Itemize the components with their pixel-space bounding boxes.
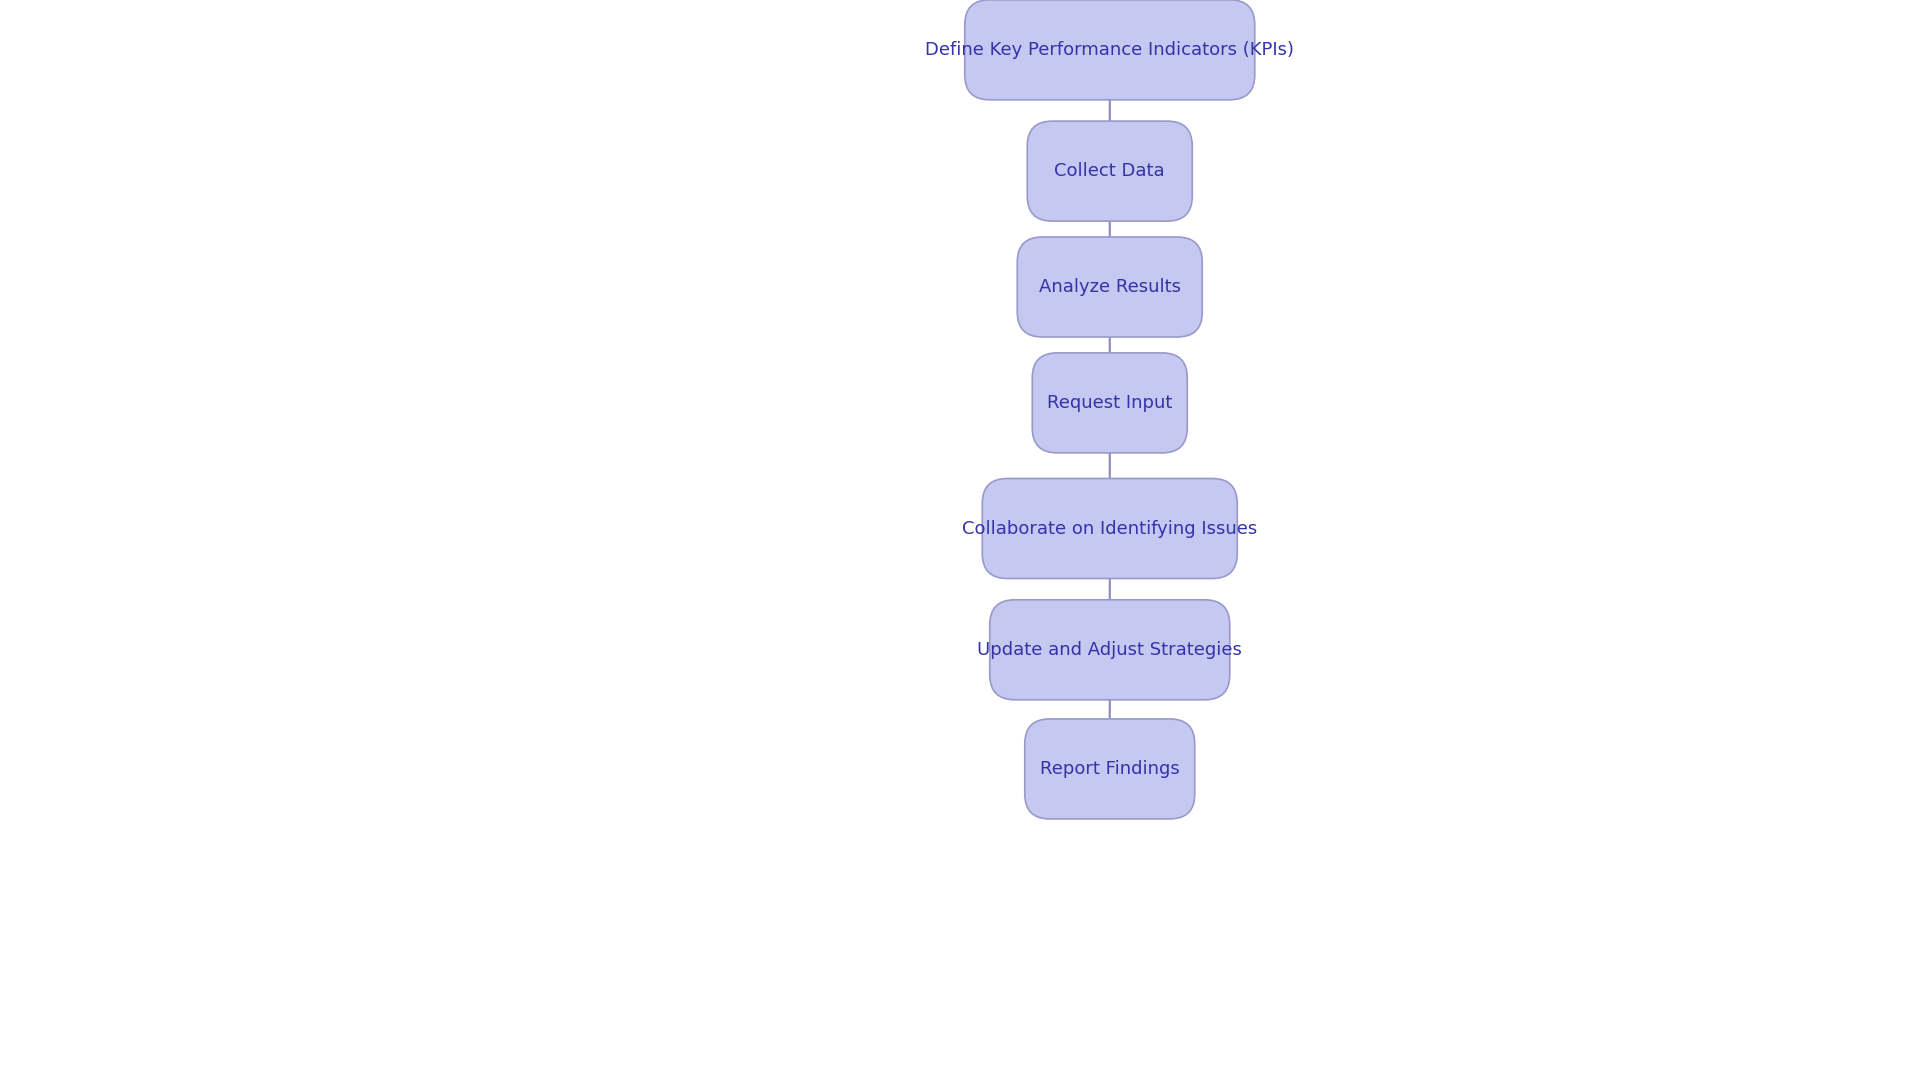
Text: Update and Adjust Strategies: Update and Adjust Strategies: [977, 641, 1242, 658]
FancyBboxPatch shape: [964, 0, 1256, 100]
FancyBboxPatch shape: [983, 479, 1236, 578]
FancyBboxPatch shape: [1033, 353, 1187, 453]
FancyBboxPatch shape: [1027, 121, 1192, 221]
Text: Collaborate on Identifying Issues: Collaborate on Identifying Issues: [962, 520, 1258, 537]
Text: Define Key Performance Indicators (KPIs): Define Key Performance Indicators (KPIs): [925, 41, 1294, 58]
FancyBboxPatch shape: [991, 600, 1229, 700]
Text: Report Findings: Report Findings: [1041, 760, 1179, 778]
FancyBboxPatch shape: [1018, 237, 1202, 337]
FancyBboxPatch shape: [1025, 719, 1194, 819]
Text: Request Input: Request Input: [1046, 394, 1173, 412]
Text: Analyze Results: Analyze Results: [1039, 278, 1181, 296]
Text: Collect Data: Collect Data: [1054, 162, 1165, 180]
